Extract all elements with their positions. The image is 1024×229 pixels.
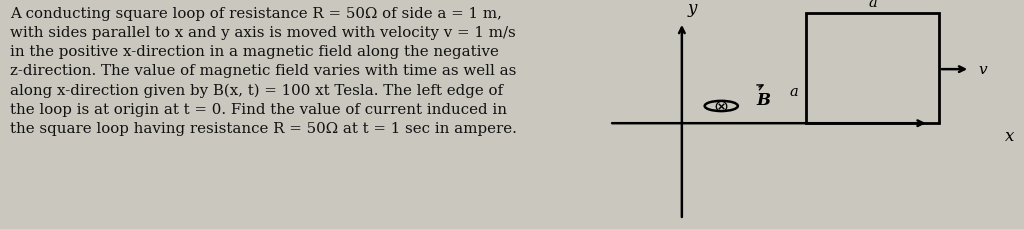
Bar: [806, 14, 939, 124]
Text: v: v: [978, 63, 987, 77]
Text: B: B: [757, 92, 770, 109]
Text: x: x: [1006, 128, 1015, 145]
Text: a: a: [868, 0, 877, 10]
Text: A conducting square loop of resistance R = 50Ω of side a = 1 m,
with sides paral: A conducting square loop of resistance R…: [10, 7, 517, 136]
Text: y: y: [687, 0, 697, 17]
Text: a: a: [790, 85, 798, 98]
Text: ⊗: ⊗: [714, 98, 729, 115]
